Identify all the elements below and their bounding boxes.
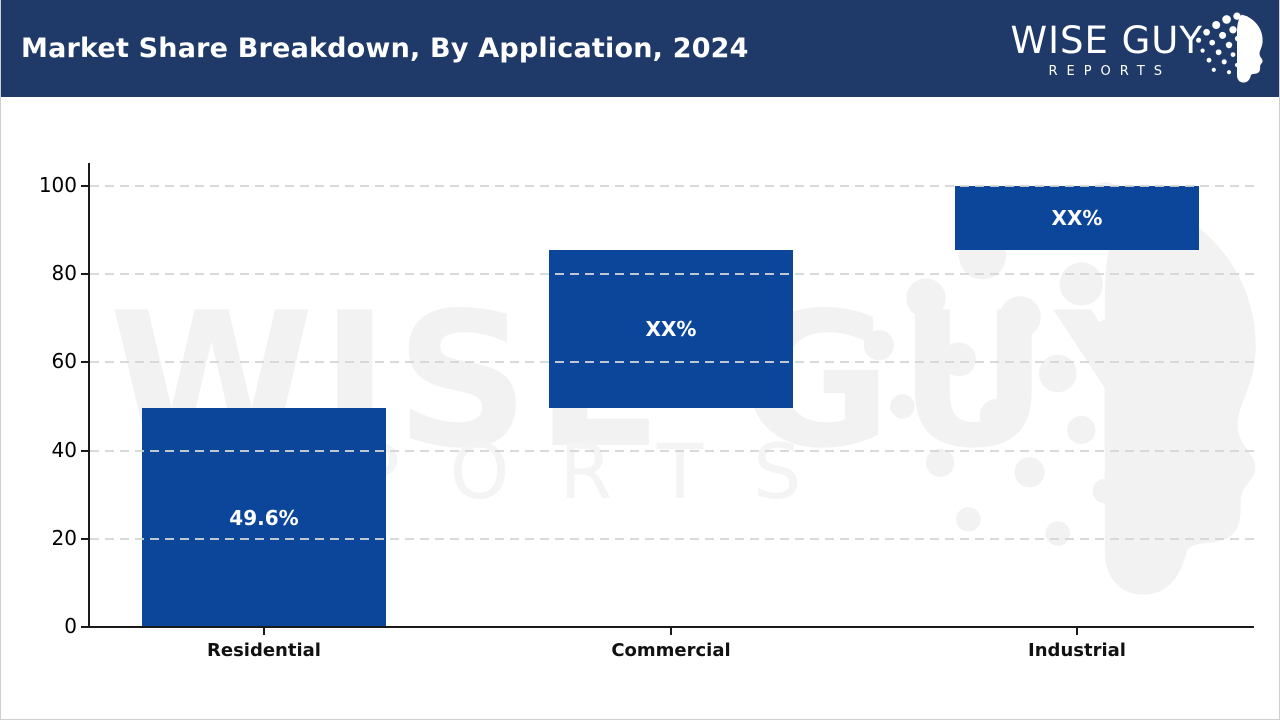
header: Market Share Breakdown, By Application, … xyxy=(1,0,1279,97)
y-axis-tick xyxy=(81,537,89,540)
y-axis-tick xyxy=(81,626,89,628)
gridline xyxy=(90,273,1254,276)
x-tick-label: Industrial xyxy=(1028,640,1126,661)
x-axis-line xyxy=(88,626,1254,628)
y-axis-tick xyxy=(81,449,89,452)
bar: XX% xyxy=(549,249,793,409)
gridline xyxy=(90,185,1254,187)
dotted-head-profile-icon xyxy=(1196,12,1263,83)
bar-value-label: XX% xyxy=(1051,205,1103,230)
y-tick-label: 100 xyxy=(38,173,77,197)
y-tick-label: 20 xyxy=(51,525,77,550)
x-axis-tick xyxy=(263,628,265,635)
bar: XX% xyxy=(955,186,1199,250)
logo-text: WISE GUY REPORTS xyxy=(1010,19,1203,79)
x-tick-label: Commercial xyxy=(611,640,731,661)
bar-value-label: XX% xyxy=(645,317,697,342)
y-tick-label: 0 xyxy=(64,614,77,638)
x-tick-label: Residential xyxy=(207,640,321,661)
page-title: Market Share Breakdown, By Application, … xyxy=(21,33,749,64)
y-tick-label: 60 xyxy=(51,349,77,374)
x-axis-tick xyxy=(1076,628,1078,635)
gridline xyxy=(90,449,1254,452)
brand-logo: WISE GUY REPORTS xyxy=(1011,10,1265,90)
gridline xyxy=(90,361,1254,364)
y-tick-label: 40 xyxy=(51,437,77,462)
y-axis-tick xyxy=(81,273,89,276)
logo-subtext: REPORTS xyxy=(1048,63,1172,79)
gridline xyxy=(90,537,1254,540)
y-axis-line xyxy=(88,163,90,627)
bar: 49.6% xyxy=(142,408,386,627)
bar-value-label: 49.6% xyxy=(229,505,299,530)
y-tick-label: 80 xyxy=(51,261,77,286)
y-axis-tick xyxy=(81,361,89,364)
x-axis-tick xyxy=(670,628,672,635)
logo-wordmark: WISE GUY xyxy=(1010,19,1203,63)
y-axis-tick xyxy=(81,185,89,187)
